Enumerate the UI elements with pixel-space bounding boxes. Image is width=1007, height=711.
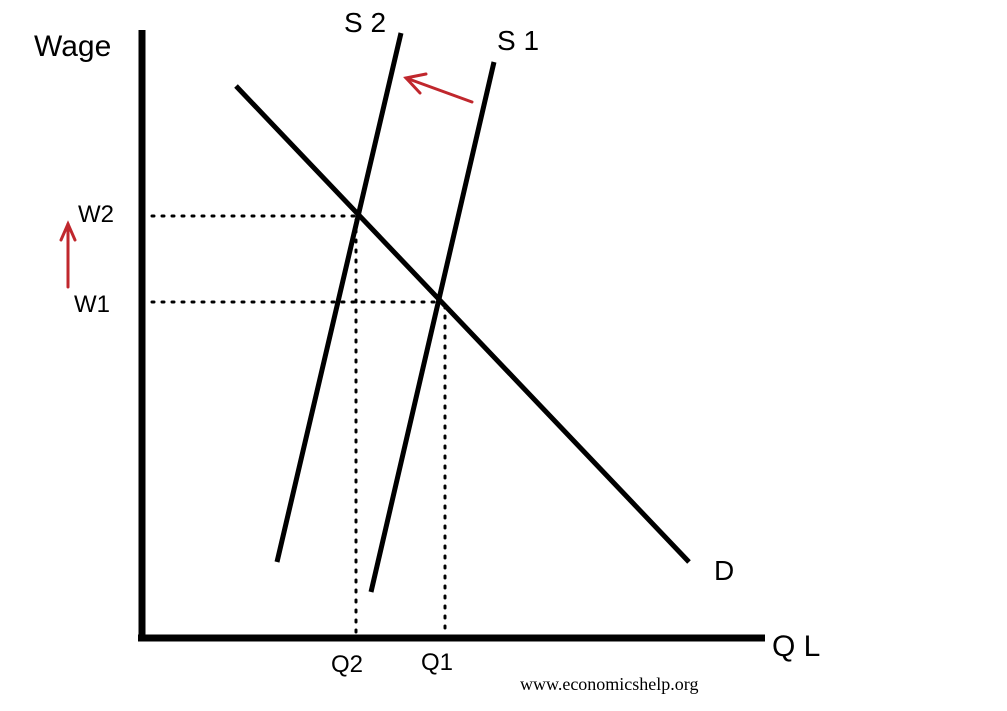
source-credit: www.economicshelp.org: [520, 674, 698, 694]
demand-label: D: [714, 555, 734, 586]
supply-curve-s1: [368, 61, 497, 593]
w1-label: W1: [74, 291, 110, 318]
q2-label: Q2: [331, 651, 363, 678]
y-axis-label: Wage: [34, 30, 111, 63]
wage-rise-arrow-icon: [59, 220, 77, 289]
demand-curve: [234, 84, 691, 564]
x-axis-label: Q L: [772, 630, 820, 663]
w2-label: W2: [78, 201, 114, 228]
supply-shift-arrow-icon: [403, 72, 474, 104]
supply-s1-label: S 1: [497, 25, 539, 56]
q1-label: Q1: [421, 649, 453, 676]
supply-curve-s2: [274, 32, 404, 563]
supply-s2-label: S 2: [344, 7, 386, 38]
